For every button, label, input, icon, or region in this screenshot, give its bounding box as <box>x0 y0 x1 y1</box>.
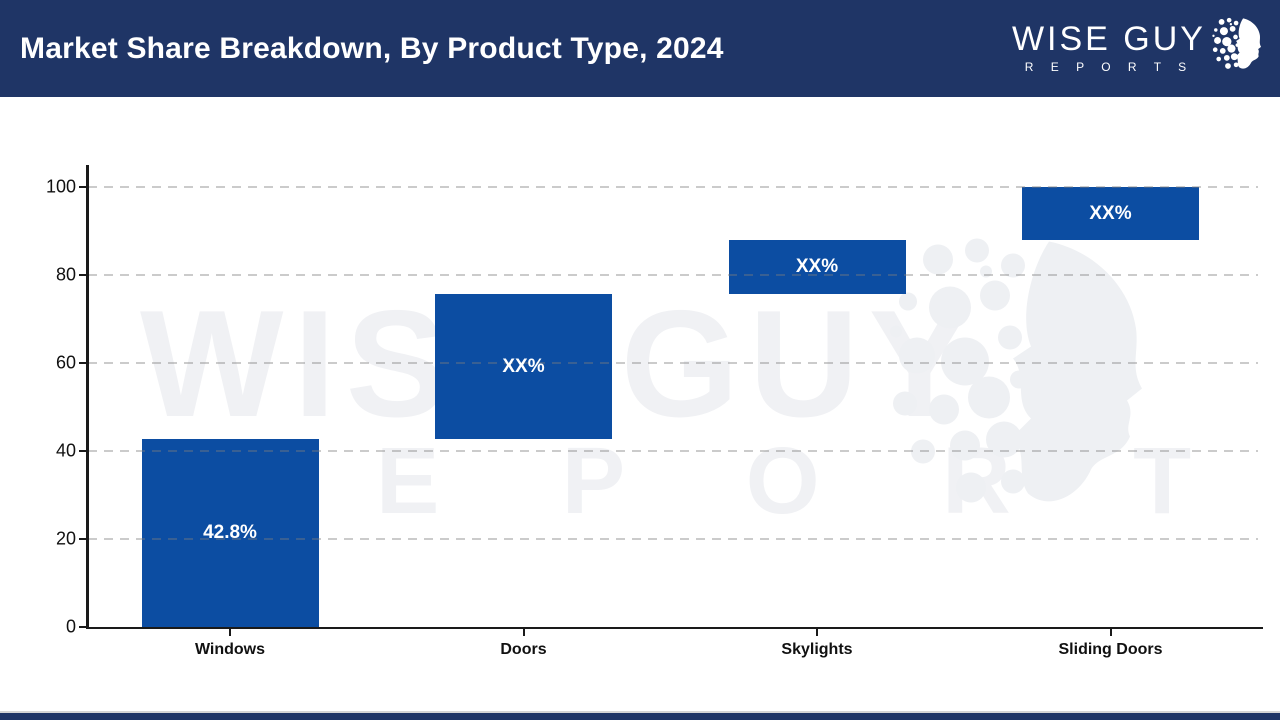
gridline-20 <box>88 538 1258 540</box>
x-axis-line <box>86 626 1263 629</box>
bar-windows <box>141 438 319 627</box>
y-tick-mark-0 <box>79 626 87 628</box>
header-band: Market Share Breakdown, By Product Type,… <box>0 0 1280 97</box>
x-tick-mark-2 <box>816 628 818 636</box>
watermark-face-icon <box>890 238 1142 503</box>
gridline-60 <box>88 362 1258 364</box>
x-tick-mark-3 <box>1109 628 1112 636</box>
footer-band <box>0 713 1280 720</box>
y-axis-line <box>86 165 89 627</box>
bar-value-label: XX% <box>1089 202 1132 224</box>
logo-wordmark: WISE GUY <box>1011 20 1206 59</box>
y-tick-label-80: 80 <box>55 264 76 285</box>
y-tick-label-20: 20 <box>55 528 76 549</box>
bar-sliding-doors <box>1022 187 1199 241</box>
x-category-label: Sliding Doors <box>1058 641 1163 658</box>
y-tick-mark-100 <box>79 186 87 188</box>
logo-face-icon <box>1212 17 1262 69</box>
bar-value-label: XX% <box>795 256 839 278</box>
bar-value-label: XX% <box>502 355 545 377</box>
y-tick-mark-20 <box>79 538 87 540</box>
y-tick-label-100: 100 <box>45 176 76 197</box>
bar-value-label: 42.8% <box>203 521 257 543</box>
bar-doors <box>435 294 612 439</box>
gridline-40 <box>88 450 1258 452</box>
chart-title: Market Share Breakdown, By Product Type,… <box>20 31 724 65</box>
chart-area: WISE GUY R E P O R T S 02040608010042.8%… <box>0 97 1280 712</box>
x-tick-mark-0 <box>229 628 231 636</box>
y-tick-label-0: 0 <box>65 616 76 637</box>
wiseguy-logo: WISE GUY R E P O R T S <box>1012 7 1268 89</box>
footer-hairline <box>0 711 1280 713</box>
logo-text: WISE GUY R E P O R T S <box>1011 20 1206 74</box>
y-tick-label-40: 40 <box>55 440 76 461</box>
x-category-label: Doors <box>500 641 547 658</box>
y-tick-mark-60 <box>79 362 87 364</box>
y-tick-mark-80 <box>79 274 87 276</box>
x-category-label: Skylights <box>781 641 853 658</box>
x-tick-mark-1 <box>522 628 525 636</box>
y-tick-mark-40 <box>79 450 87 452</box>
bar-skylights <box>728 240 906 295</box>
logo-subtitle: R E P O R T S <box>1024 59 1194 74</box>
gridline-80 <box>88 274 1258 276</box>
x-category-label: Windows <box>194 641 266 658</box>
y-tick-label-60: 60 <box>55 352 76 373</box>
gridline-100 <box>88 186 1258 188</box>
